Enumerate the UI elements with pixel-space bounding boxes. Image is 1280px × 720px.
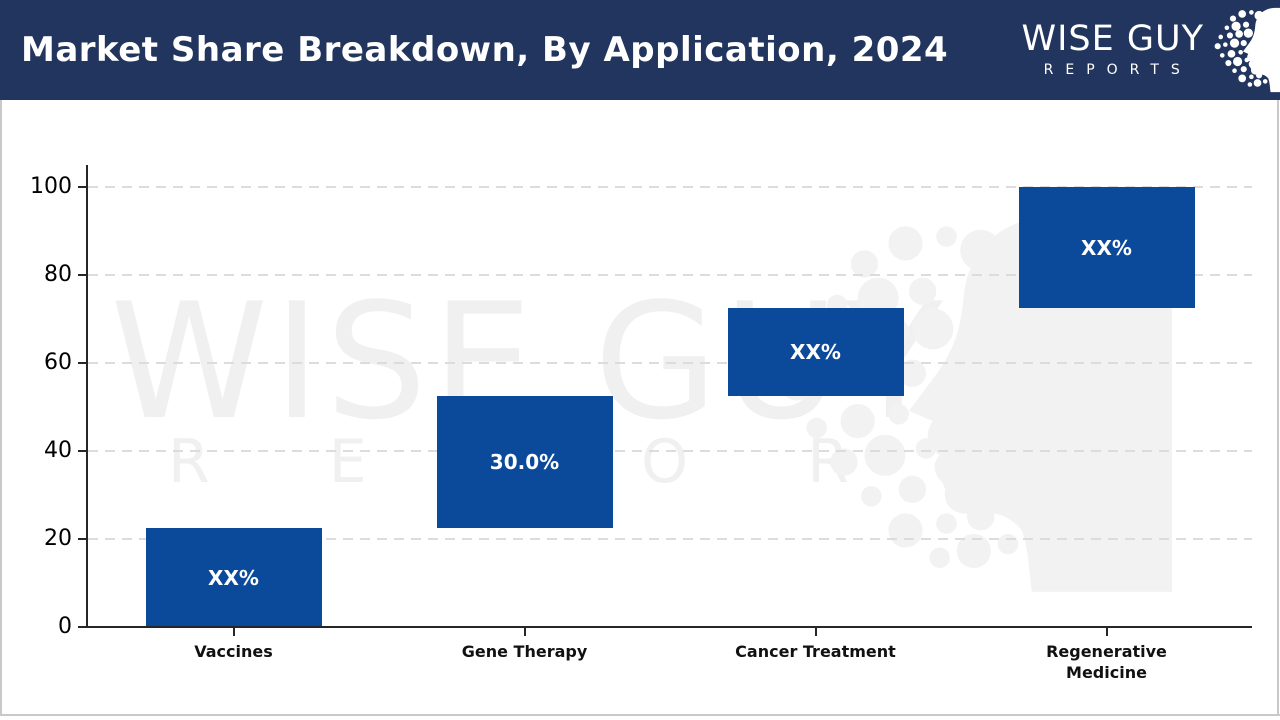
x-tick-mark — [814, 627, 817, 636]
x-tick-mark — [232, 627, 235, 636]
y-tick-label-60: 60 — [44, 350, 72, 375]
bar-value-label: XX% — [208, 565, 259, 590]
gridline-100 — [88, 186, 1252, 188]
card-right-border — [1277, 100, 1279, 714]
y-tick-mark-80 — [78, 274, 86, 276]
y-tick-label-20: 20 — [44, 526, 72, 551]
bar-cancer-treatment: XX% — [727, 308, 904, 396]
card-left-border — [0, 100, 2, 714]
x-tick-mark — [1105, 627, 1108, 636]
x-axis-spine — [88, 626, 1252, 628]
bar-value-label: XX% — [790, 340, 841, 364]
x-tick-mark — [523, 627, 526, 636]
x-axis-label: Regenerative Medicine — [1046, 642, 1167, 682]
brand-name: WISE GUY — [1021, 19, 1204, 59]
y-tick-label-100: 100 — [30, 174, 72, 199]
y-tick-mark-100 — [78, 186, 86, 188]
y-tick-mark-60 — [78, 362, 86, 364]
brand-subtitle: REPORTS — [1043, 62, 1192, 78]
y-tick-mark-40 — [78, 450, 86, 452]
x-axis-label: Gene Therapy — [461, 642, 588, 661]
gridline-40 — [88, 450, 1252, 452]
brand-logo-text: WISE GUY REPORTS — [1021, 19, 1204, 79]
brand-face-icon — [1214, 7, 1280, 93]
y-tick-mark-20 — [78, 538, 86, 540]
bar-value-label: XX% — [1081, 235, 1132, 260]
x-axis-label: Vaccines — [194, 642, 273, 661]
y-tick-label-0: 0 — [58, 614, 72, 639]
y-axis-spine — [86, 165, 88, 628]
y-tick-label-80: 80 — [44, 262, 72, 287]
gridline-80 — [88, 274, 1252, 276]
y-tick-mark-0 — [78, 626, 86, 628]
gridline-60 — [88, 362, 1252, 364]
bar-value-label: 30.0% — [489, 450, 560, 474]
bar-regenerative: XX% — [1018, 187, 1195, 308]
x-axis-label: Cancer Treatment — [735, 642, 896, 661]
bar-vaccines: XX% — [145, 528, 322, 627]
card-bottom-border — [0, 714, 1280, 716]
gridline-20 — [88, 538, 1252, 540]
page-title: Market Share Breakdown, By Application, … — [21, 30, 949, 70]
y-tick-label-40: 40 — [44, 438, 72, 463]
bar-gene-therapy: 30.0% — [436, 396, 613, 528]
brand-logo: WISE GUY REPORTS — [1021, 0, 1280, 100]
header-bar: Market Share Breakdown, By Application, … — [0, 0, 1280, 100]
